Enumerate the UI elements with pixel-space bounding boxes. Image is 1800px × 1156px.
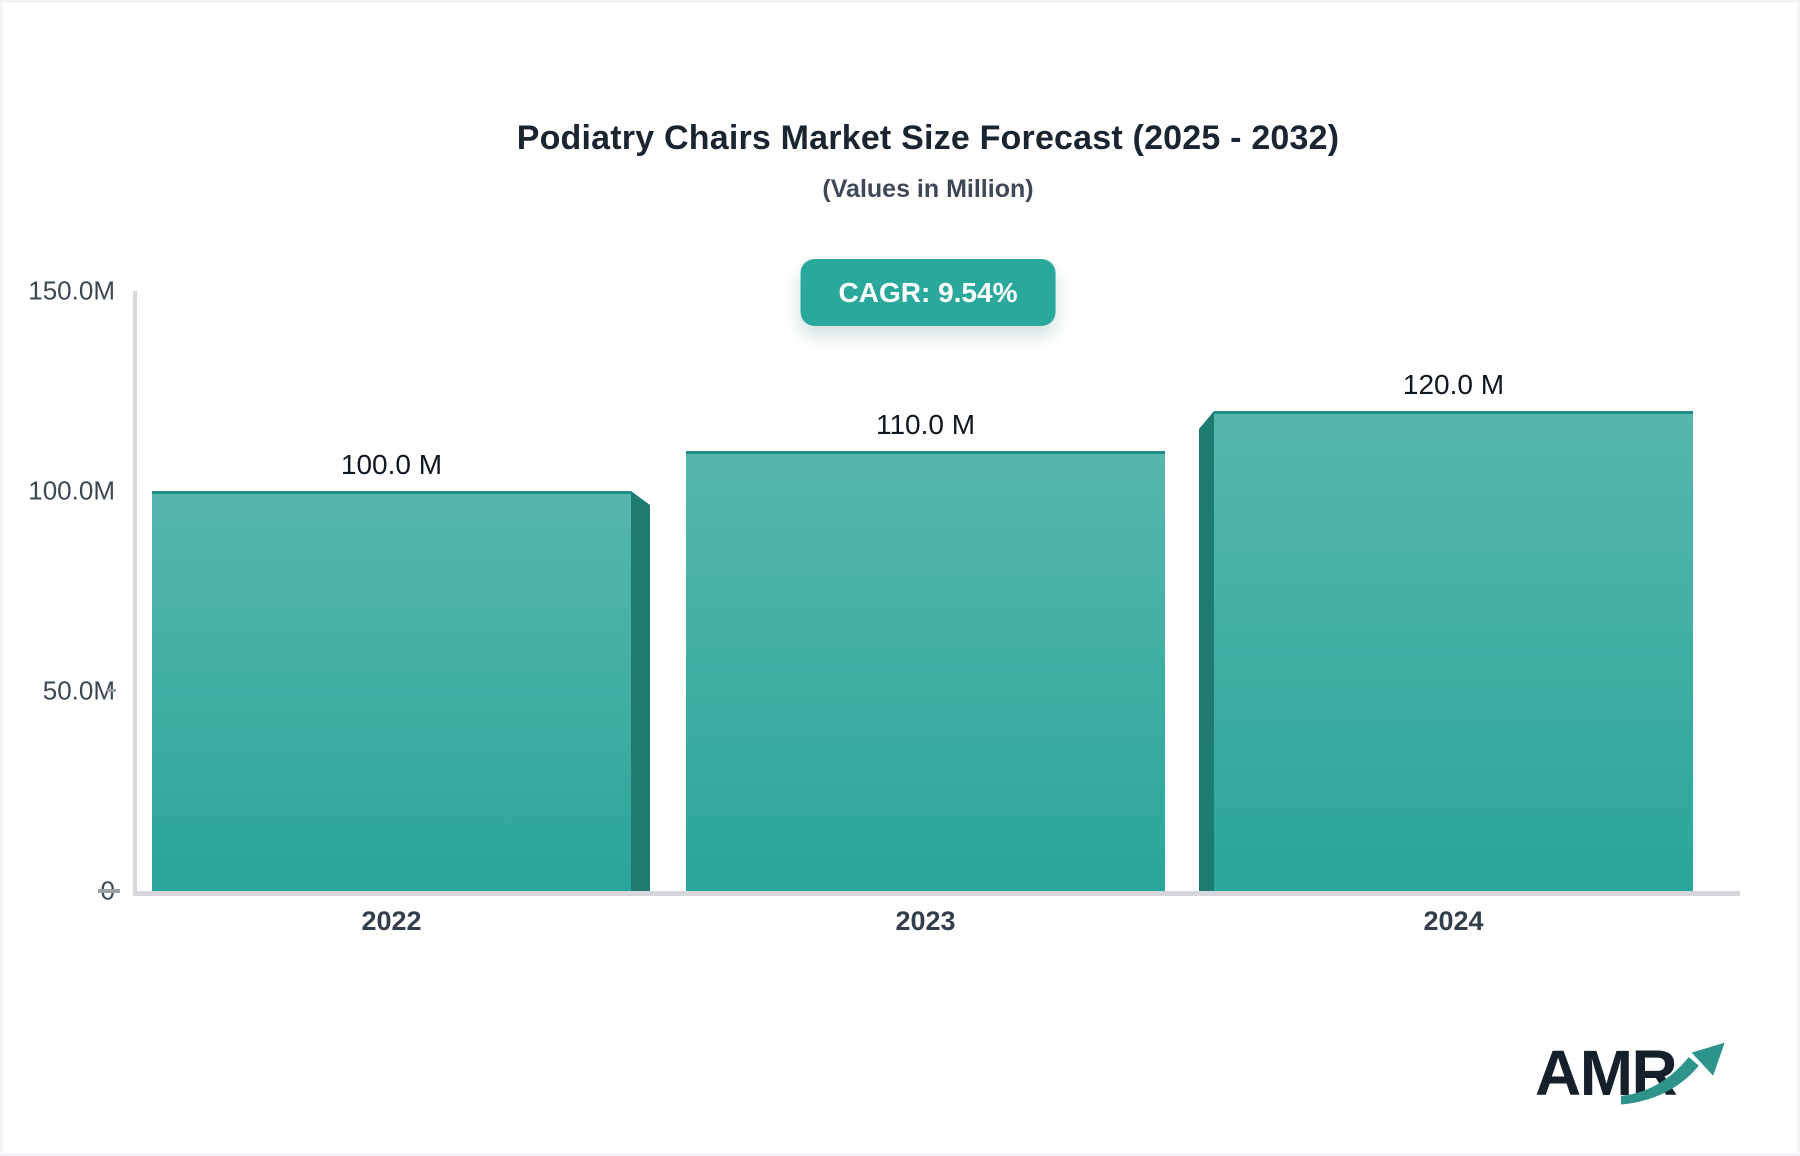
- y-tick-150: 150.0M: [28, 275, 115, 306]
- bar-2024-3d-side: [1199, 411, 1214, 891]
- x-tick-2022: 2022: [361, 906, 422, 936]
- cagr-badge: CAGR: 9.54%: [800, 259, 1056, 326]
- bar-2023: [686, 451, 1165, 891]
- bar-2022-3d-side: [631, 491, 650, 891]
- y-tick-dash-0: [98, 889, 120, 893]
- bar-value-label-2023: 110.0 M: [875, 409, 976, 440]
- y-tick-dash-50: [107, 689, 116, 692]
- y-tick-100: 100.0M: [28, 475, 115, 506]
- y-tick-50: 50.0M: [42, 675, 115, 706]
- amr-logo: AMR: [1535, 1037, 1725, 1121]
- bar-2022: [152, 491, 631, 891]
- x-axis-line: [133, 891, 1740, 896]
- chart-subtitle: (Values in Million): [822, 175, 1034, 203]
- x-tick-2023: 2023: [895, 906, 956, 936]
- bar-plot-area: 100.0 M 110.0 M 120.0 M: [133, 291, 1740, 891]
- bar-2024: [1214, 411, 1693, 891]
- growth-arrow-icon: [1621, 1042, 1725, 1105]
- bar-value-label-2024: 120.0 M: [1402, 369, 1505, 400]
- y-axis-line: [133, 291, 137, 896]
- bar-value-label-2022: 100.0 M: [340, 449, 443, 480]
- x-tick-2024: 2024: [1423, 906, 1484, 936]
- chart-title: Podiatry Chairs Market Size Forecast (20…: [516, 119, 1340, 157]
